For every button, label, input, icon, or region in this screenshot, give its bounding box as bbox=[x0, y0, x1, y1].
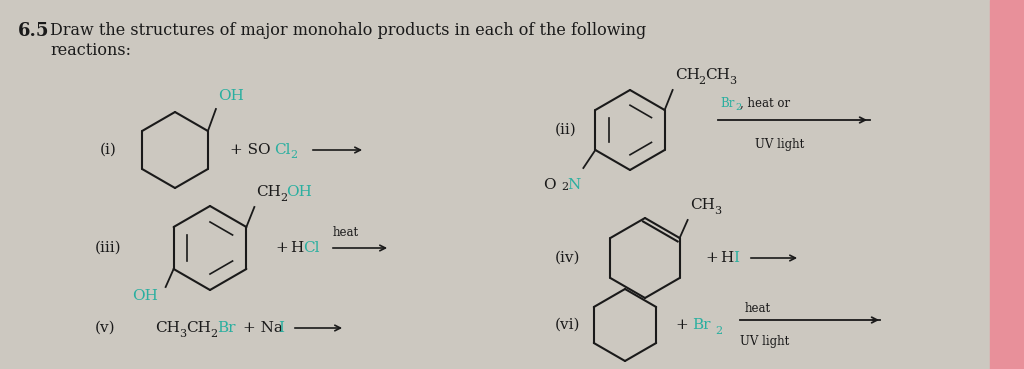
Text: (i): (i) bbox=[100, 143, 117, 157]
Text: CH: CH bbox=[705, 68, 729, 82]
Text: +: + bbox=[705, 251, 718, 265]
Text: Cl: Cl bbox=[303, 241, 319, 255]
Text: 2: 2 bbox=[290, 150, 297, 160]
Text: 6.5: 6.5 bbox=[18, 22, 49, 40]
Text: OH: OH bbox=[287, 185, 312, 199]
Text: Br: Br bbox=[720, 97, 734, 110]
Text: I: I bbox=[733, 251, 739, 265]
Text: CH: CH bbox=[256, 185, 282, 199]
Text: H: H bbox=[290, 241, 303, 255]
Text: Draw the structures of major monohalo products in each of the following: Draw the structures of major monohalo pr… bbox=[50, 22, 646, 39]
Text: Cl: Cl bbox=[274, 143, 291, 157]
Text: UV light: UV light bbox=[755, 138, 804, 151]
Text: 3: 3 bbox=[729, 76, 736, 86]
Text: 3: 3 bbox=[714, 206, 721, 216]
Text: 2: 2 bbox=[561, 182, 568, 192]
Text: (iv): (iv) bbox=[555, 251, 581, 265]
Text: H: H bbox=[720, 251, 733, 265]
Text: , heat or: , heat or bbox=[740, 97, 791, 110]
Text: + SO: + SO bbox=[230, 143, 270, 157]
Text: Br: Br bbox=[692, 318, 711, 332]
Text: 2: 2 bbox=[698, 76, 706, 86]
Text: 2: 2 bbox=[281, 193, 288, 203]
Text: CH: CH bbox=[186, 321, 211, 335]
Text: OH: OH bbox=[132, 289, 158, 303]
Text: O: O bbox=[544, 178, 556, 192]
Text: (iii): (iii) bbox=[95, 241, 122, 255]
Text: 2: 2 bbox=[735, 103, 741, 111]
Text: (v): (v) bbox=[95, 321, 116, 335]
Text: OH: OH bbox=[218, 89, 244, 103]
Text: 2: 2 bbox=[210, 329, 217, 339]
Text: 3: 3 bbox=[179, 329, 186, 339]
Text: (vi): (vi) bbox=[555, 318, 581, 332]
Text: heat: heat bbox=[745, 301, 771, 314]
Text: +: + bbox=[675, 318, 688, 332]
Text: Br: Br bbox=[217, 321, 236, 335]
Text: CH: CH bbox=[155, 321, 180, 335]
Text: +: + bbox=[275, 241, 288, 255]
Bar bbox=[990, 0, 1024, 369]
Text: CH: CH bbox=[675, 68, 699, 82]
Text: I: I bbox=[278, 321, 284, 335]
Text: CH: CH bbox=[689, 198, 715, 212]
Text: N: N bbox=[567, 178, 581, 192]
Text: + Na: + Na bbox=[243, 321, 283, 335]
Text: (ii): (ii) bbox=[555, 123, 577, 137]
Text: reactions:: reactions: bbox=[50, 42, 131, 59]
Text: UV light: UV light bbox=[740, 335, 790, 348]
Text: 2: 2 bbox=[715, 326, 722, 336]
Text: heat: heat bbox=[333, 225, 359, 238]
